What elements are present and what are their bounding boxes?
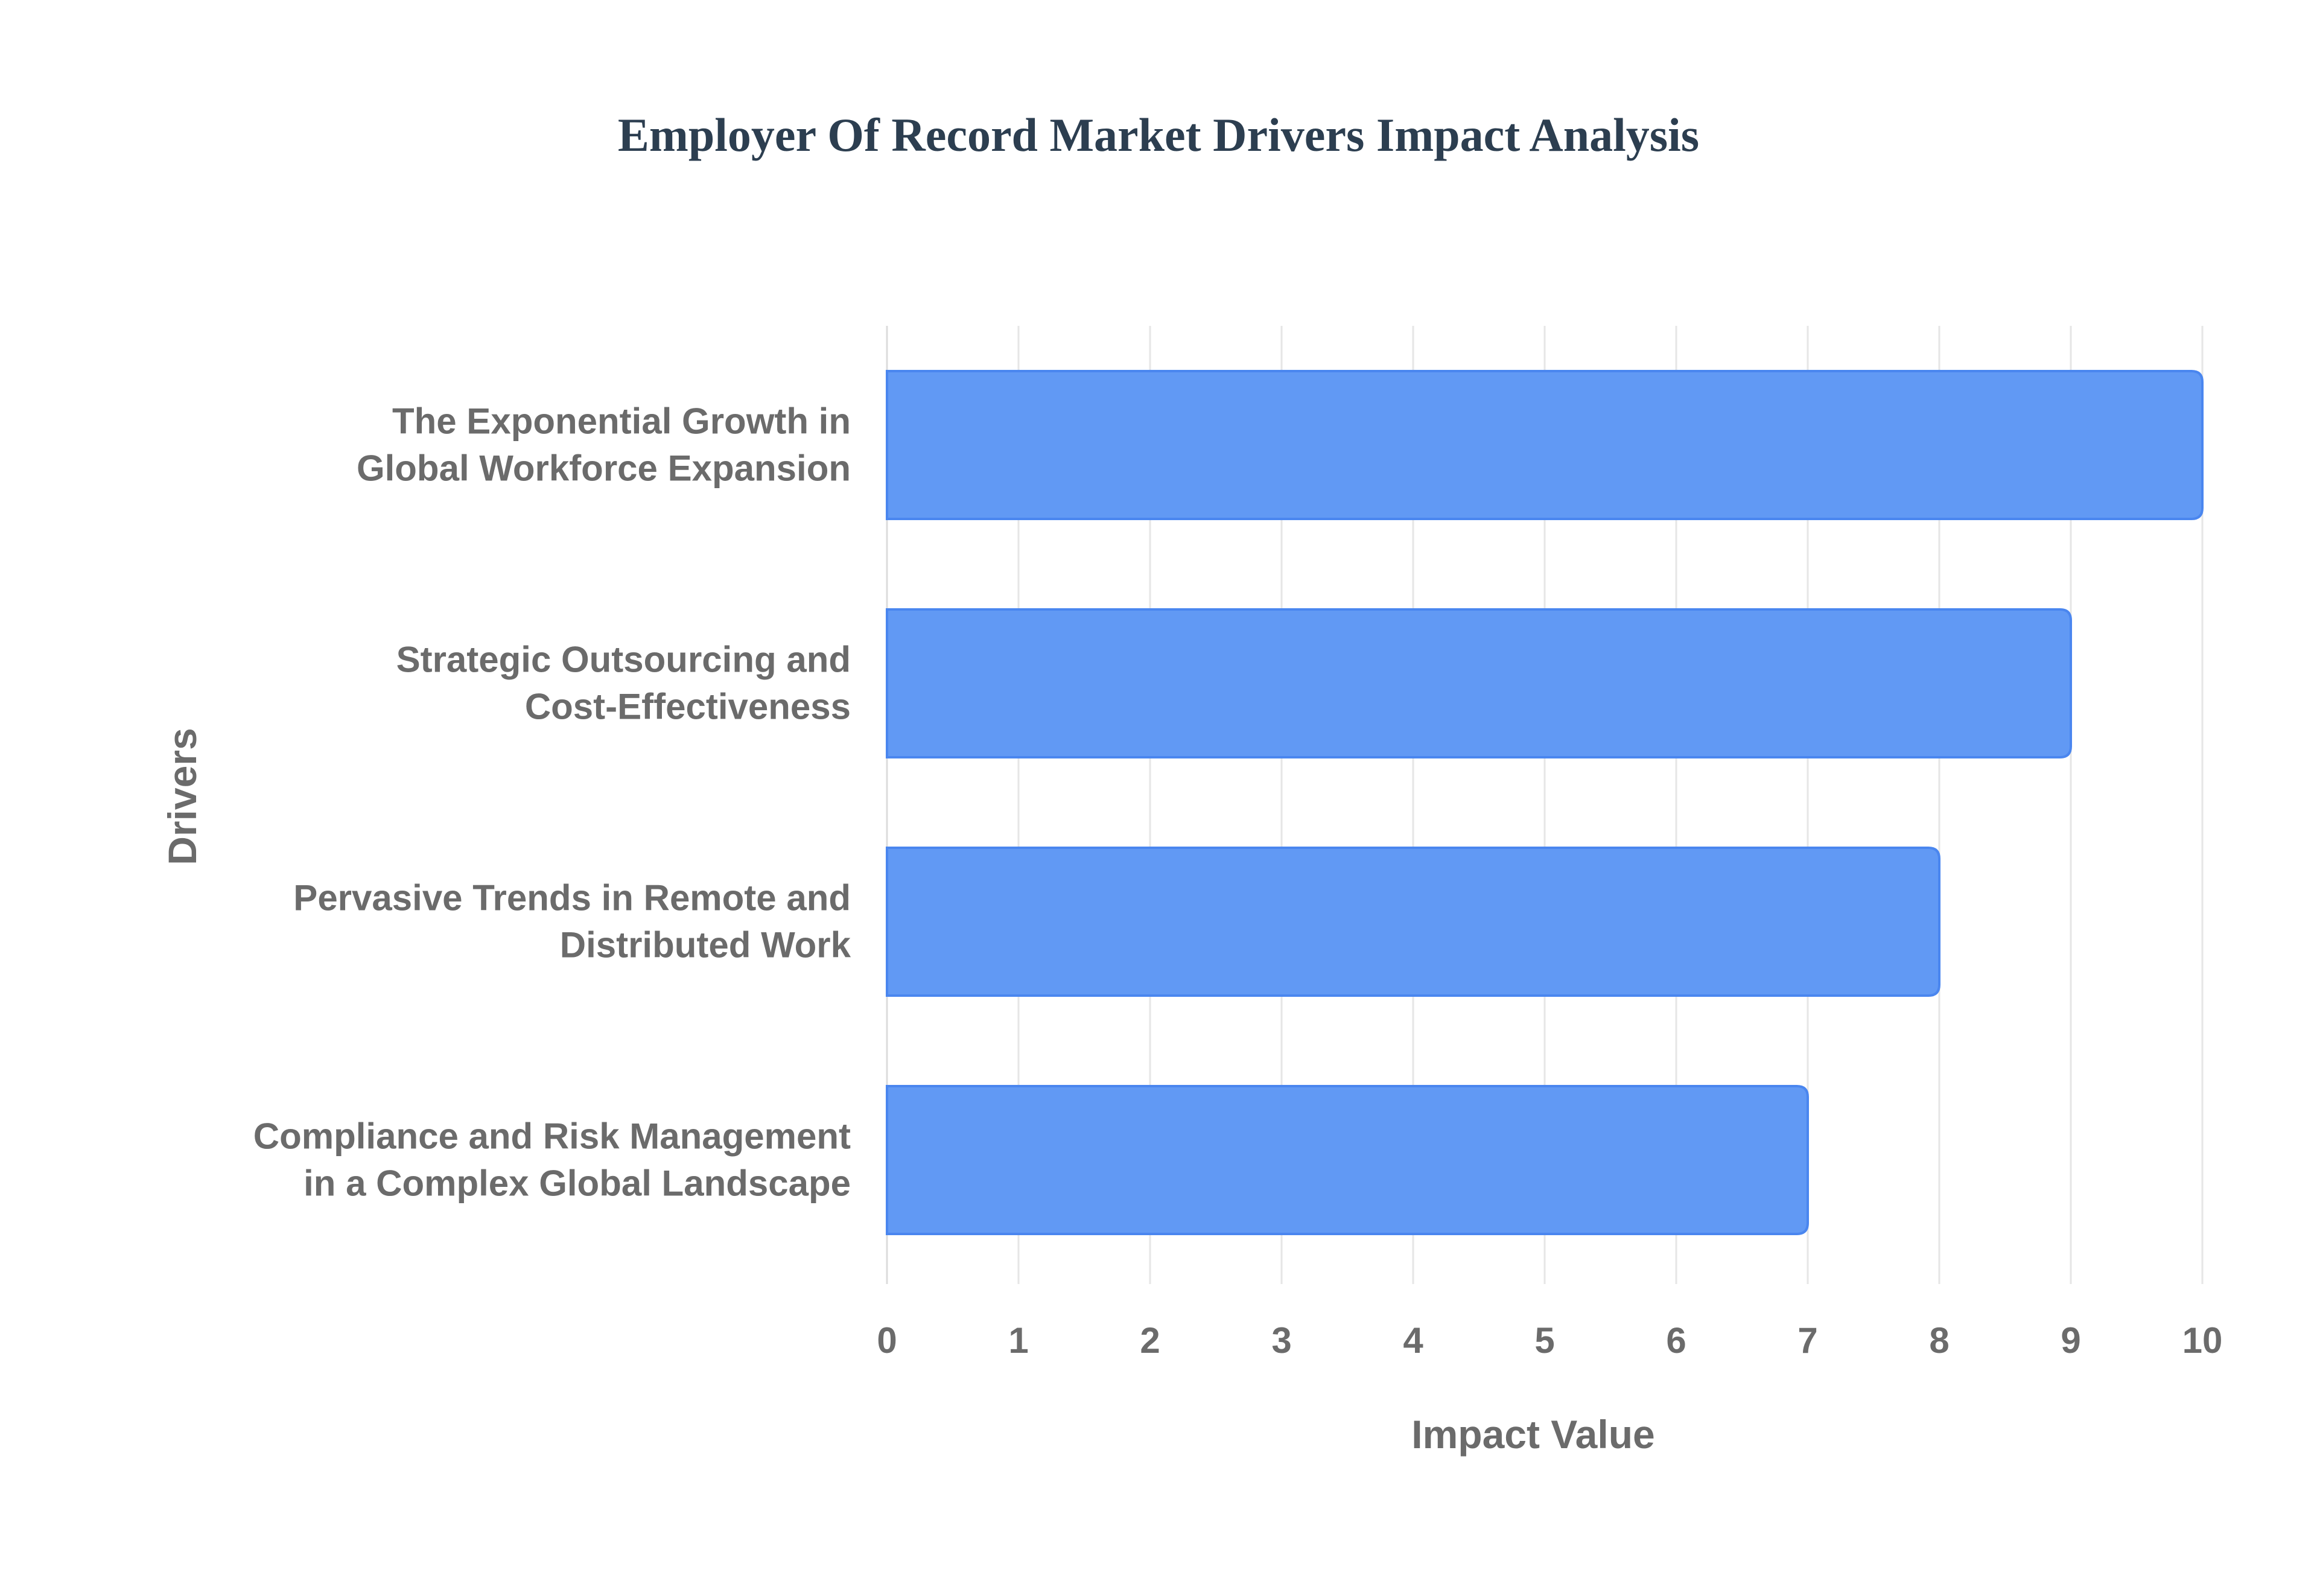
y-axis-title: Drivers	[160, 728, 205, 865]
category-label-line: in a Complex Global Landscape	[304, 1163, 851, 1204]
category-label-line: Cost-Effectiveness	[525, 687, 851, 727]
x-tick-label: 5	[1534, 1320, 1554, 1361]
category-label-line: Strategic Outsourcing and	[396, 640, 851, 680]
x-tick-labels: 0 1 2 3 4 5 6 7 8 9 10	[877, 1320, 2222, 1361]
x-tick-label: 3	[1271, 1320, 1291, 1361]
bar	[886, 608, 2072, 758]
x-tick-label: 10	[2182, 1320, 2223, 1361]
category-label-line: Global Workforce Expansion	[357, 448, 851, 489]
category-label-line: Compliance and Risk Management	[253, 1116, 851, 1157]
category-label-line: Pervasive Trends in Remote and	[293, 878, 851, 918]
category-label-line: Distributed Work	[560, 925, 851, 965]
category-label: Compliance and Risk Management in a Compl…	[253, 1116, 851, 1204]
x-tick-label: 9	[2061, 1320, 2080, 1361]
x-tick-label: 6	[1666, 1320, 1686, 1361]
x-tick-label: 4	[1403, 1320, 1423, 1361]
category-label-line: The Exponential Growth in	[392, 401, 851, 442]
category-labels: The Exponential Growth in Global Workforc…	[253, 401, 851, 1204]
x-tick-label: 7	[1797, 1320, 1817, 1361]
bars	[886, 370, 2204, 1235]
x-axis-title: Impact Value	[1411, 1412, 1655, 1457]
category-label: The Exponential Growth in Global Workforc…	[357, 401, 851, 489]
bar	[886, 370, 2204, 520]
chart-title: Employer Of Record Market Drivers Impact…	[618, 109, 1699, 161]
category-label: Strategic Outsourcing and Cost-Effectiven…	[396, 640, 851, 727]
category-label: Pervasive Trends in Remote and Distribute…	[293, 878, 851, 965]
x-tick-label: 0	[877, 1320, 897, 1361]
x-tick-label: 1	[1008, 1320, 1028, 1361]
x-tick-label: 8	[1929, 1320, 1949, 1361]
bar	[886, 1085, 1809, 1235]
x-tick-label: 2	[1140, 1320, 1160, 1361]
bar	[886, 847, 1940, 997]
